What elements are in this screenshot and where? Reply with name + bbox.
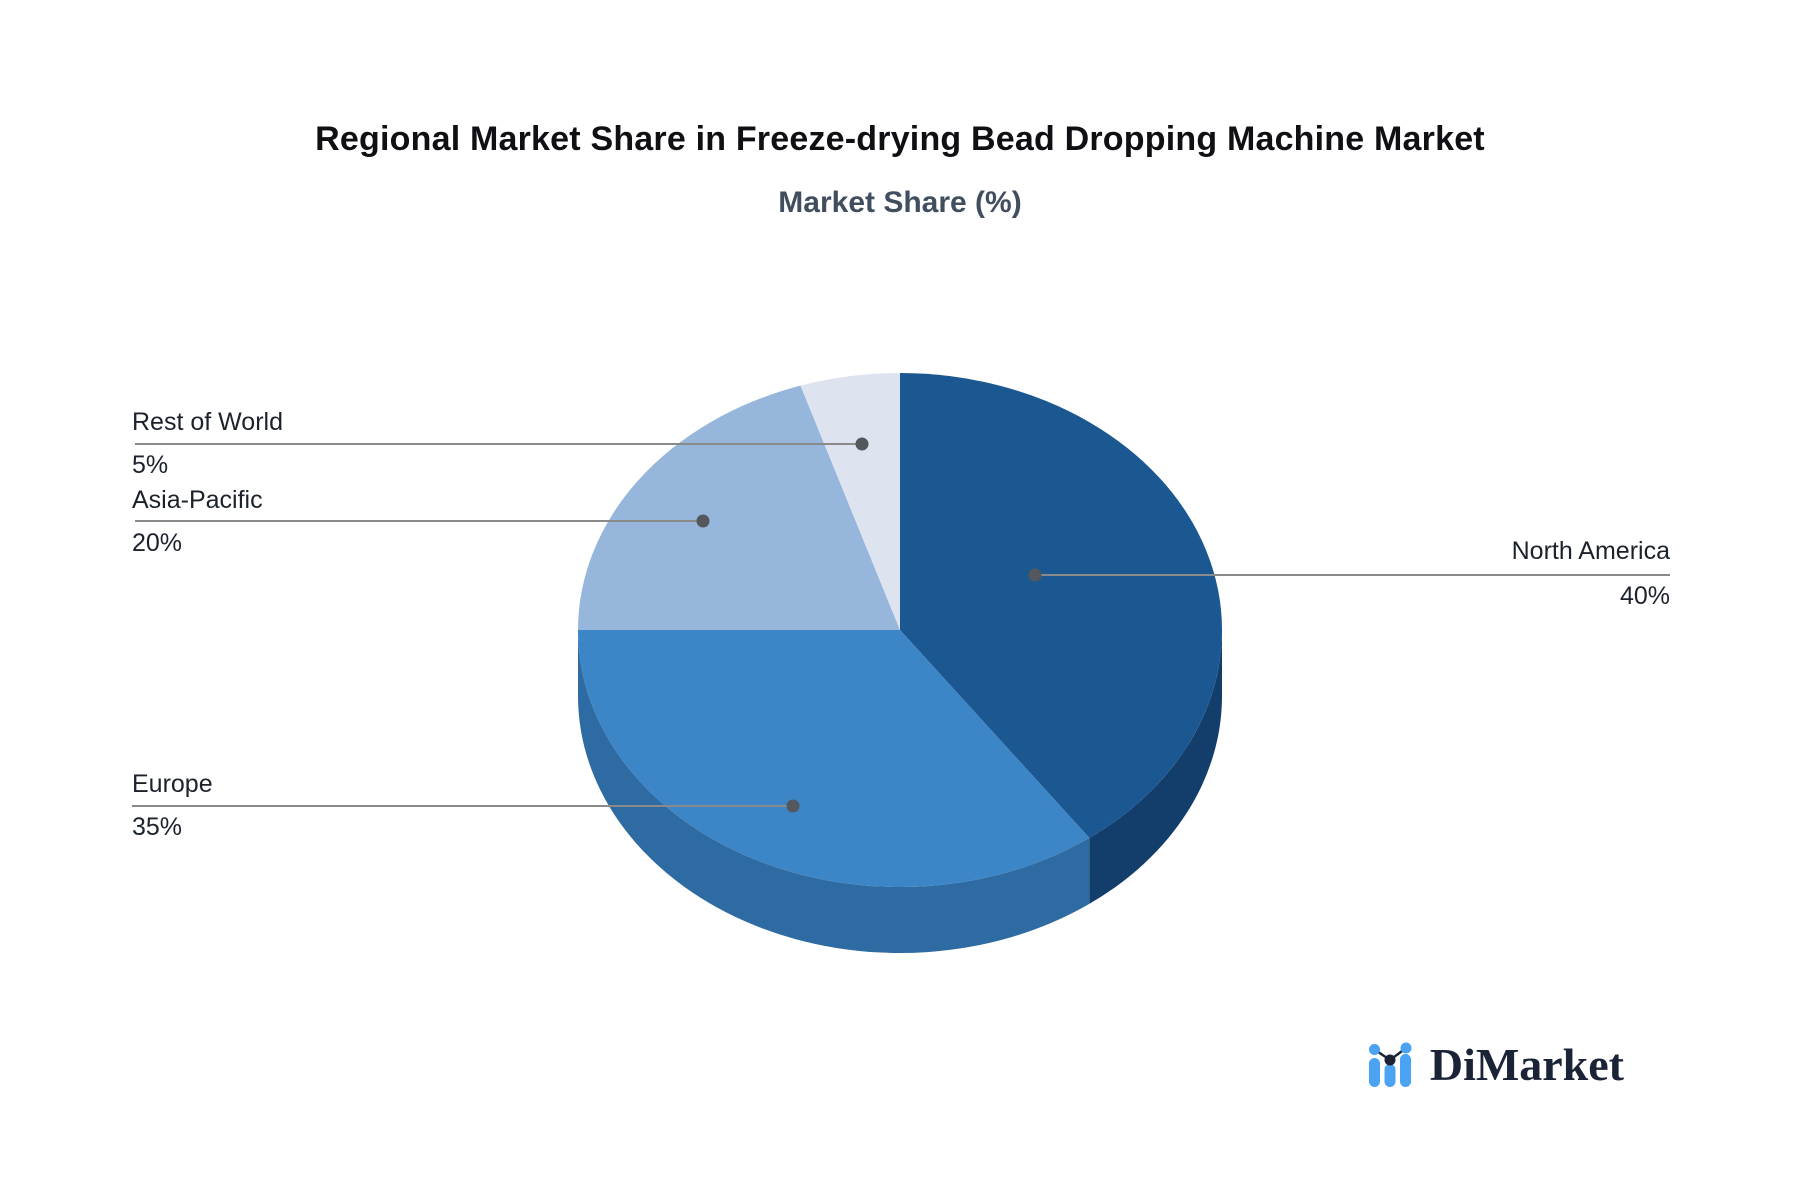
pie-slice-europe[interactable] <box>578 630 1090 888</box>
slice-label-asia-pacific: Asia-Pacific <box>132 486 263 514</box>
chart-title: Regional Market Share in Freeze-drying B… <box>315 120 1485 158</box>
pie-slice-rest-of-world[interactable] <box>800 373 901 630</box>
bar-chart-logo-icon <box>1368 1042 1412 1087</box>
leader-dot-asia-pacific <box>696 514 710 528</box>
pie-slice-asia-pacific[interactable] <box>578 385 900 630</box>
leader-dot-europe <box>786 799 800 813</box>
leader-dot-north-america <box>1028 568 1042 582</box>
slice-label-north-america: North America <box>1511 537 1670 565</box>
pie-slice-north-america[interactable] <box>900 373 1223 838</box>
slice-value-europe: 35% <box>132 813 183 841</box>
leader-dot-rest-of-world <box>855 437 869 451</box>
pie-side-europe <box>578 630 1090 954</box>
chart-subtitle: Market Share (%) <box>778 186 1022 219</box>
pie-side-north-america <box>1089 630 1222 904</box>
slice-value-north-america: 40% <box>1619 582 1670 610</box>
slice-value-rest-of-world: 5% <box>132 451 169 479</box>
slice-value-asia-pacific: 20% <box>132 529 183 557</box>
logo-text: DiMarket <box>1429 1039 1624 1090</box>
logo: DiMarket <box>1366 1038 1624 1091</box>
slice-label-europe: Europe <box>132 770 213 798</box>
slice-label-rest-of-world: Rest of World <box>132 408 283 436</box>
